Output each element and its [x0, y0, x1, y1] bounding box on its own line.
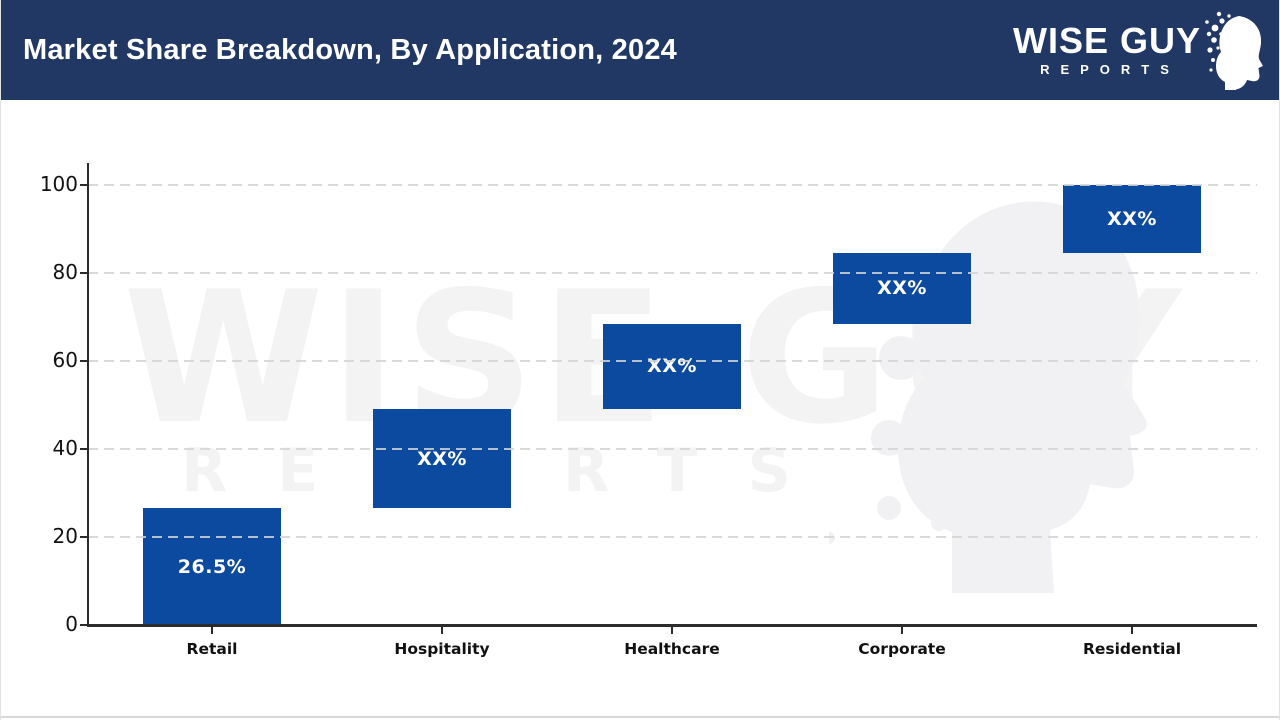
gridline-40 [88, 448, 1257, 450]
logo-wiseguy-label: WISE GUY [1012, 20, 1201, 61]
bar-healthcare: XX% [603, 323, 741, 410]
x-tick [441, 627, 443, 634]
y-tick-label: 80 [52, 260, 78, 284]
y-tick [80, 184, 88, 186]
bar-value-label: XX% [877, 277, 927, 300]
x-category-label: Residential [1082, 640, 1182, 658]
y-tick [80, 624, 88, 626]
bar-value-label: XX% [417, 447, 467, 470]
x-axis-line [87, 624, 1257, 627]
x-category-label: Corporate [858, 640, 946, 658]
y-tick [80, 272, 88, 274]
bar-value-label: XX% [647, 355, 697, 378]
bar-residential: XX% [1063, 185, 1201, 254]
y-tick [80, 536, 88, 538]
x-tick [671, 627, 673, 634]
bottom-divider [1, 716, 1279, 718]
y-tick [80, 448, 88, 450]
bar-corporate: XX% [833, 253, 971, 324]
bar-hospitality: XX% [373, 409, 511, 509]
x-category-label: Hospitality [394, 640, 490, 658]
y-axis-line [87, 163, 89, 627]
bar-value-label: 26.5% [177, 555, 247, 578]
y-tick-label: 0 [65, 612, 78, 636]
chart-title: Market Share Breakdown, By Application, … [23, 33, 677, 66]
wiseguy-logo-text: WISE GUY REPORTS [1012, 20, 1201, 78]
y-tick-label: 20 [52, 524, 78, 548]
bar-value-label: XX% [1107, 208, 1157, 231]
y-tick [80, 360, 88, 362]
y-tick-label: 100 [39, 172, 78, 196]
wiseguy-logo: WISE GUY REPORTS [1013, 10, 1267, 90]
gridline-80 [88, 272, 1257, 274]
gridline-100 [88, 184, 1257, 186]
gridline-20 [88, 536, 1257, 538]
header-band: Market Share Breakdown, By Application, … [1, 0, 1279, 100]
logo-reports-label: REPORTS [1040, 62, 1180, 77]
bar-retail: 26.5% [143, 508, 281, 625]
wiseguy-head-icon [1205, 11, 1263, 90]
y-tick-label: 60 [52, 348, 78, 372]
x-tick [1131, 627, 1133, 634]
x-tick [211, 627, 213, 634]
x-category-label: Retail [186, 640, 238, 658]
gridline-60 [88, 360, 1257, 362]
x-tick [901, 627, 903, 634]
y-tick-label: 40 [52, 436, 78, 460]
x-category-label: Healthcare [624, 640, 720, 658]
